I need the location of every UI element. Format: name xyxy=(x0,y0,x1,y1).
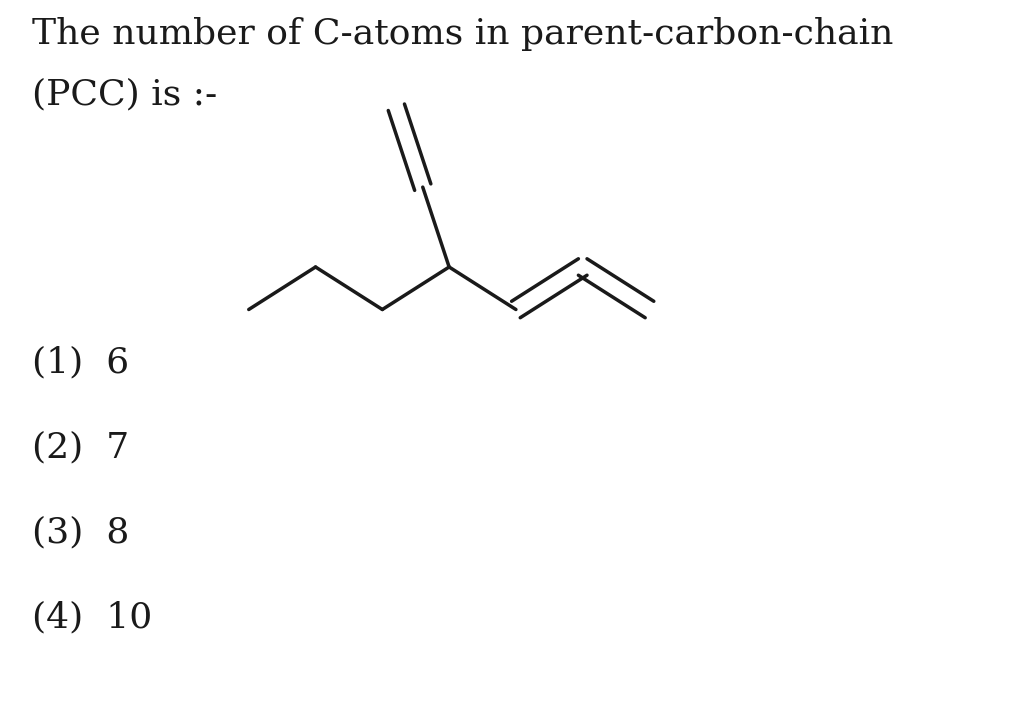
Text: (4)  10: (4) 10 xyxy=(32,600,152,634)
Text: The number of C-atoms in parent-carbon-chain: The number of C-atoms in parent-carbon-c… xyxy=(32,17,893,51)
Text: (1)  6: (1) 6 xyxy=(32,345,129,379)
Text: (3)  8: (3) 8 xyxy=(32,515,129,549)
Text: (PCC) is :-: (PCC) is :- xyxy=(32,77,217,111)
Text: (2)  7: (2) 7 xyxy=(32,430,129,464)
